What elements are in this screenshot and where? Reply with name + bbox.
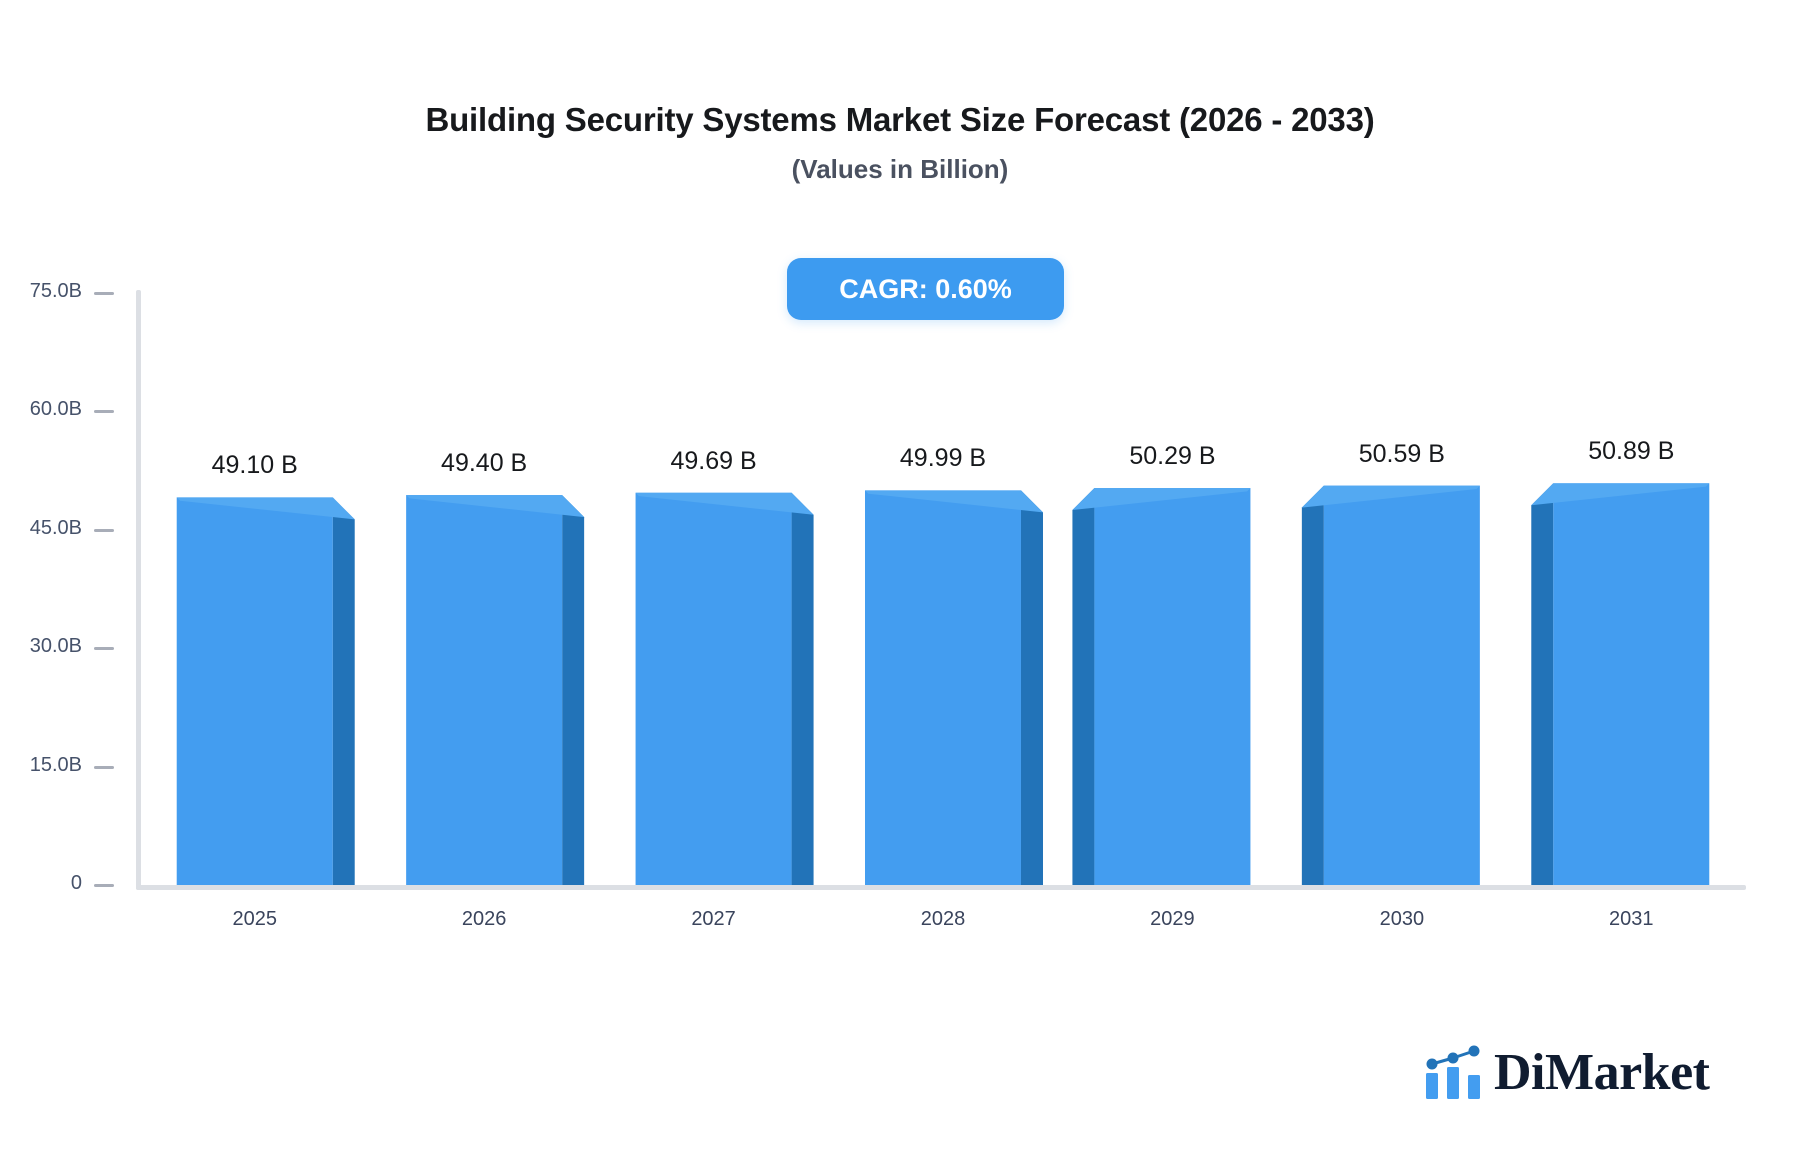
bar-value-label: 49.40 B xyxy=(441,449,528,478)
x-axis-tick-label: 2027 xyxy=(691,908,736,930)
bar-value-label: 50.29 B xyxy=(1129,442,1216,471)
bar-top-face xyxy=(1531,483,1710,506)
x-axis-tick-label: 2026 xyxy=(461,908,507,930)
bar-value-label: 50.59 B xyxy=(1358,439,1445,468)
bar-top-face xyxy=(635,492,814,515)
bar xyxy=(1301,485,1480,885)
bar-front-face xyxy=(635,492,792,885)
bar-side-face xyxy=(562,495,585,885)
bar xyxy=(1531,483,1710,885)
x-axis-line xyxy=(136,885,1746,890)
bar-front-face xyxy=(1094,488,1251,885)
bar-top-face xyxy=(1301,485,1480,508)
bar-value-label: 49.99 B xyxy=(899,444,987,473)
logo-text: DiMarket xyxy=(1494,1044,1710,1101)
bar-top-face xyxy=(406,495,585,518)
bar-chart-logo-icon xyxy=(1426,1045,1480,1099)
bar-side-face xyxy=(1301,485,1324,885)
y-axis-tick-mark xyxy=(94,410,114,414)
x-axis-tick-label: 2028 xyxy=(920,908,966,930)
bar-front-face xyxy=(865,490,1021,885)
bar-top-face xyxy=(1072,488,1251,511)
bar-value-label: 49.69 B xyxy=(670,446,757,475)
y-axis-tick-mark xyxy=(94,292,114,295)
y-axis-tick-label: 60.0B xyxy=(29,398,82,421)
bar-value-label: 49.10 B xyxy=(211,451,298,480)
x-axis-tick-label: 2029 xyxy=(1150,908,1195,930)
dimarket-logo: DiMarket xyxy=(1424,1038,1710,1108)
y-axis-tick-label: 0 xyxy=(70,872,82,894)
cagr-badge: CAGR: 0.60% xyxy=(787,258,1064,320)
bar-side-face xyxy=(1072,488,1095,885)
title-block: Building Security Systems Market Size Fo… xyxy=(0,100,1800,186)
bar-front-face xyxy=(406,495,563,885)
bar xyxy=(865,490,1043,885)
bar xyxy=(406,495,585,885)
y-axis-tick-label: 75.0B xyxy=(29,280,82,302)
bar-side-face xyxy=(1531,483,1554,885)
page-title: Building Security Systems Market Size Fo… xyxy=(425,101,1375,138)
bar-top-face xyxy=(176,497,355,520)
x-axis-tick-label: 2030 xyxy=(1379,908,1425,930)
y-axis-tick-label: 15.0B xyxy=(29,753,82,776)
x-axis-tick-label: 2031 xyxy=(1609,908,1654,930)
y-axis-tick-label: 30.0B xyxy=(29,635,82,658)
chart-subtitle: (Values in Billion) xyxy=(791,154,1009,184)
bar-front-face xyxy=(1553,483,1710,885)
bar xyxy=(1072,488,1251,885)
x-axis-tick-label: 2025 xyxy=(232,908,277,930)
bar-top-face xyxy=(865,490,1043,513)
y-axis-tick-mark xyxy=(94,528,114,532)
y-axis-tick-label: 45.0B xyxy=(29,516,82,539)
y-axis-tick-mark xyxy=(94,765,114,769)
y-axis-tick-mark xyxy=(94,884,114,887)
bar xyxy=(635,492,814,885)
bar-side-face xyxy=(1021,490,1043,885)
y-axis-tick-mark xyxy=(94,647,114,651)
bar xyxy=(176,497,355,885)
bar-side-face xyxy=(332,497,355,885)
bar-value-label: 50.89 B xyxy=(1588,437,1675,466)
bar-front-face xyxy=(176,497,333,885)
bar-side-face xyxy=(791,492,814,885)
y-axis-line xyxy=(136,290,141,890)
bar-front-face xyxy=(1323,485,1480,885)
